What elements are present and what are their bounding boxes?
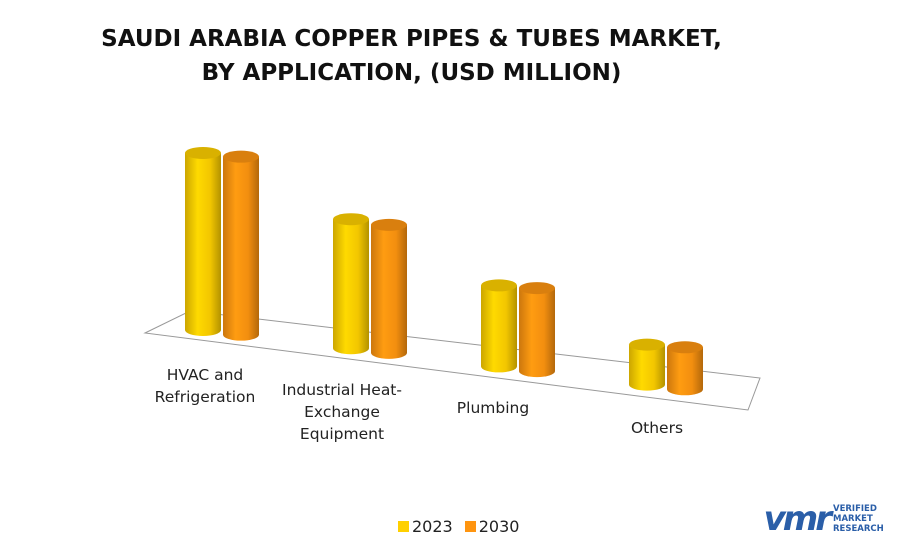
bar [519, 282, 555, 378]
bar-body [481, 285, 517, 373]
legend-swatch [398, 521, 409, 532]
bar-body [371, 224, 407, 359]
logo: vmr VERIFIED MARKET RESEARCH [764, 499, 893, 539]
bar-top [481, 279, 517, 292]
bar [629, 338, 665, 391]
bar-top [333, 213, 369, 226]
logo-mark: vmr [763, 499, 832, 539]
bar-body [223, 156, 259, 341]
title-line: SAUDI ARABIA COPPER PIPES & TUBES MARKET… [101, 26, 722, 52]
chart-title: SAUDI ARABIA COPPER PIPES & TUBES MARKET… [0, 22, 913, 90]
legend-item: 2030 [464, 517, 520, 536]
bar-body [519, 288, 555, 378]
bar-top [223, 150, 259, 163]
bar [223, 150, 259, 341]
legend-swatch [464, 521, 476, 532]
bar-body [185, 153, 221, 336]
bar-top [667, 341, 703, 354]
bar-top [371, 218, 407, 231]
legend-item: 2023 [398, 517, 453, 536]
bar-body [333, 219, 369, 355]
x-tick-label: HVAC and Refrigeration [154, 366, 256, 406]
bar [667, 341, 703, 396]
bar [185, 147, 221, 336]
bar-body [629, 344, 665, 391]
logo-text: VERIFIED MARKET RESEARCH [833, 504, 884, 534]
title-line: BY APPLICATION, (USD MILLION) [201, 60, 622, 86]
floor [143, 310, 761, 411]
bar [481, 279, 517, 373]
bar [371, 218, 407, 359]
x-tick-label: Others [630, 419, 684, 437]
x-tick-label: Plumbing [456, 399, 530, 417]
bar-top [185, 147, 221, 159]
x-tick-label: Industrial Heat-Exchange Equipment [282, 381, 402, 443]
bar [333, 213, 369, 355]
bar-top [519, 282, 555, 295]
legend: 2023 2030 [398, 517, 527, 536]
legend-label: 2023 [412, 517, 453, 536]
bar-top [629, 338, 665, 351]
bar-body [667, 347, 703, 396]
legend-label: 2030 [478, 517, 520, 536]
